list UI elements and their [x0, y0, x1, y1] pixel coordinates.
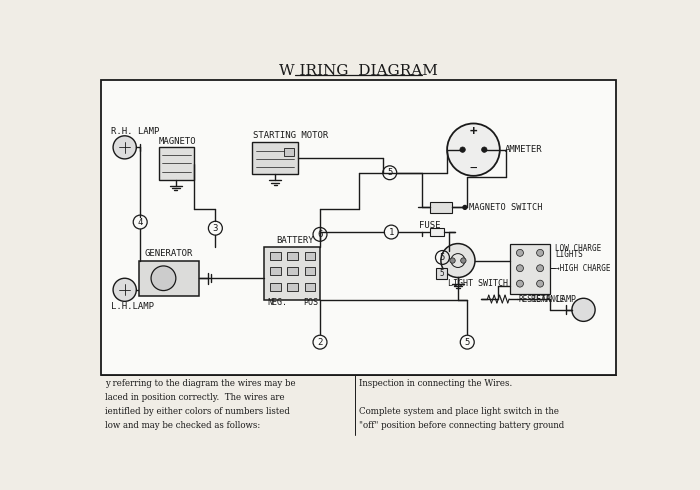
- Bar: [270, 283, 281, 291]
- Bar: [252, 142, 298, 174]
- Circle shape: [482, 147, 487, 152]
- Bar: [288, 283, 298, 291]
- Text: 5: 5: [440, 269, 444, 278]
- Bar: [288, 252, 298, 260]
- Bar: [159, 147, 194, 180]
- Text: AMMETER: AMMETER: [505, 145, 542, 154]
- Text: 5: 5: [465, 338, 470, 346]
- Text: MAGNETO: MAGNETO: [159, 137, 197, 146]
- Circle shape: [441, 244, 475, 277]
- Bar: [430, 202, 452, 213]
- Text: 5: 5: [387, 168, 393, 177]
- Text: 4: 4: [137, 218, 143, 226]
- Circle shape: [572, 298, 595, 321]
- Circle shape: [517, 265, 524, 272]
- Circle shape: [537, 280, 544, 287]
- Circle shape: [537, 265, 544, 272]
- Circle shape: [447, 123, 500, 176]
- Bar: [430, 228, 444, 236]
- Text: LIGHT SWITCH: LIGHT SWITCH: [448, 279, 508, 288]
- Bar: [139, 261, 199, 296]
- Circle shape: [113, 136, 136, 159]
- Text: −: −: [470, 162, 477, 174]
- Bar: [288, 268, 298, 275]
- Text: L.H.LAMP: L.H.LAMP: [111, 302, 154, 311]
- Text: STARTING MOTOR: STARTING MOTOR: [253, 131, 328, 140]
- Bar: [270, 252, 281, 260]
- Circle shape: [151, 266, 176, 291]
- Text: BATTERY: BATTERY: [276, 236, 314, 245]
- Circle shape: [517, 249, 524, 256]
- Text: 2: 2: [317, 338, 323, 346]
- Circle shape: [461, 258, 466, 263]
- Text: GENERATOR: GENERATOR: [145, 249, 193, 258]
- Text: NEG.: NEG.: [267, 298, 287, 307]
- Bar: [284, 148, 294, 156]
- Circle shape: [450, 258, 455, 263]
- Bar: [270, 268, 281, 275]
- Circle shape: [463, 205, 467, 209]
- Text: 3: 3: [213, 224, 218, 233]
- Text: 5: 5: [440, 253, 445, 262]
- Bar: [510, 244, 550, 294]
- Text: 1: 1: [389, 227, 394, 237]
- Bar: [102, 80, 616, 374]
- Bar: [304, 268, 315, 275]
- Text: Inspection in connecting the Wires.

Complete system and place light switch in t: Inspection in connecting the Wires. Comp…: [358, 379, 564, 430]
- Text: LIGHTS: LIGHTS: [555, 250, 582, 259]
- Circle shape: [113, 278, 136, 301]
- Text: R.H. LAMP: R.H. LAMP: [111, 127, 159, 136]
- Circle shape: [517, 280, 524, 287]
- Text: REAR LAMP: REAR LAMP: [531, 295, 576, 304]
- Text: LOW CHARGE: LOW CHARGE: [555, 244, 601, 253]
- Bar: [304, 283, 315, 291]
- Text: W IRING  DIAGRAM: W IRING DIAGRAM: [279, 64, 438, 78]
- Text: RESISTANCE: RESISTANCE: [519, 294, 565, 303]
- Text: MAGNETO SWITCH: MAGNETO SWITCH: [469, 203, 542, 212]
- Text: +: +: [470, 124, 477, 138]
- Bar: [436, 268, 447, 279]
- Circle shape: [537, 249, 544, 256]
- Text: y referring to the diagram the wires may be
laced in position correctly.  The wi: y referring to the diagram the wires may…: [104, 379, 295, 430]
- Bar: [264, 247, 320, 300]
- Text: 6: 6: [317, 230, 323, 239]
- Bar: [304, 252, 315, 260]
- Text: POS.: POS.: [303, 298, 323, 307]
- Text: FUSE: FUSE: [419, 220, 441, 230]
- Text: →HIGH CHARGE: →HIGH CHARGE: [555, 264, 610, 273]
- Circle shape: [460, 147, 466, 152]
